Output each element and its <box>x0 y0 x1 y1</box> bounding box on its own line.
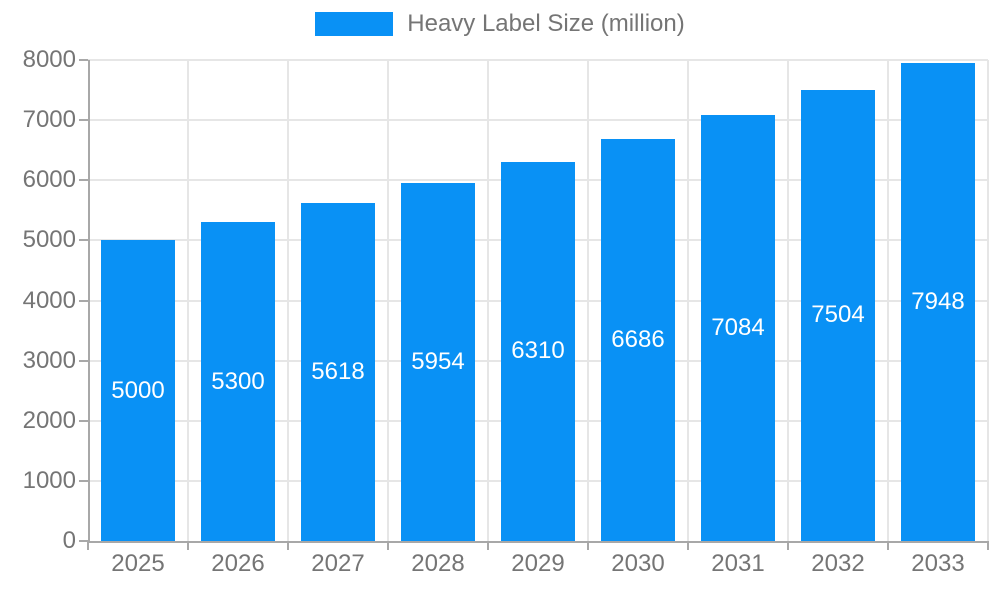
x-tick-label: 2027 <box>311 550 365 577</box>
bar-2031[interactable]: 7084 <box>701 115 775 541</box>
y-grid-line <box>88 59 988 61</box>
x-tick-label: 2030 <box>611 550 665 577</box>
y-tick-mark <box>79 239 88 242</box>
bar-value-label: 5300 <box>211 367 265 395</box>
bar-value-label: 7948 <box>911 288 965 316</box>
x-tick-label: 2028 <box>411 550 465 577</box>
legend-series-label: Heavy Label Size (million) <box>407 10 685 37</box>
y-tick-mark <box>79 59 88 61</box>
bar-value-label: 5618 <box>311 358 365 386</box>
bar-2032[interactable]: 7504 <box>801 89 875 541</box>
bar-2033[interactable]: 7948 <box>901 63 975 541</box>
x-tick-label: 2031 <box>711 550 765 577</box>
x-tick-mark <box>187 541 189 550</box>
y-tick-label: 0 <box>62 527 76 554</box>
x-tick-mark <box>487 541 489 550</box>
bar-value-label: 6310 <box>511 337 565 365</box>
bar-value-label: 6686 <box>611 326 665 353</box>
x-grid-line <box>387 60 389 541</box>
bar-value-label: 5000 <box>111 376 165 404</box>
x-grid-line <box>787 60 789 541</box>
y-tick-label: 2000 <box>22 406 76 434</box>
x-grid-line <box>687 60 689 541</box>
x-grid-line <box>487 60 489 541</box>
x-grid-line <box>287 60 289 541</box>
bar-2028[interactable]: 5954 <box>401 183 475 541</box>
x-tick-mark <box>787 541 789 550</box>
y-tick-mark <box>79 179 88 182</box>
bar-2026[interactable]: 5300 <box>201 222 275 541</box>
x-tick-mark <box>687 541 689 550</box>
x-tick-label: 2026 <box>211 550 265 577</box>
x-tick-label: 2033 <box>911 550 965 577</box>
y-grid-line <box>88 119 988 122</box>
x-tick-mark <box>887 541 889 550</box>
x-grid-line <box>987 60 989 541</box>
x-tick-label: 2029 <box>511 550 565 577</box>
plot-area: 5000 5300 5618 5954 6310 6686 7084 7504 7948 <box>88 59 989 543</box>
bar-value-label: 7504 <box>811 301 865 329</box>
x-tick-mark <box>587 541 589 550</box>
bar-value-label: 7084 <box>711 314 765 342</box>
y-tick-label: 4000 <box>22 286 76 314</box>
y-tick-mark <box>79 540 88 542</box>
bar-2027[interactable]: 5618 <box>301 203 375 541</box>
x-tick-label: 2025 <box>111 550 165 577</box>
x-tick-mark <box>287 541 289 550</box>
y-tick-mark <box>79 299 88 302</box>
x-tick-label: 2032 <box>811 550 865 577</box>
y-tick-mark <box>79 419 88 422</box>
y-tick-label: 6000 <box>22 166 76 194</box>
y-tick-mark <box>79 479 88 482</box>
y-tick-label: 5000 <box>22 226 76 254</box>
y-tick-label: 8000 <box>22 46 76 73</box>
bar-value-label: 5954 <box>411 348 465 376</box>
x-tick-mark <box>387 541 389 550</box>
y-tick-mark <box>79 359 88 362</box>
x-axis-line <box>88 541 988 543</box>
x-grid-line <box>887 60 889 541</box>
x-grid-line <box>587 60 589 541</box>
bar-2025[interactable]: 5000 <box>101 240 175 541</box>
bar-2030[interactable]: 6686 <box>601 139 675 541</box>
bar-2029[interactable]: 6310 <box>501 161 575 541</box>
y-tick-label: 1000 <box>22 466 76 494</box>
x-grid-line <box>187 60 189 541</box>
x-tick-mark <box>87 541 89 550</box>
y-tick-mark <box>79 119 88 122</box>
y-tick-label: 3000 <box>22 346 76 374</box>
x-tick-mark <box>987 541 989 550</box>
y-tick-label: 7000 <box>22 106 76 134</box>
chart-legend[interactable]: Heavy Label Size (million) <box>0 12 1000 36</box>
legend-swatch-icon <box>315 12 394 36</box>
y-axis-line <box>88 60 90 541</box>
